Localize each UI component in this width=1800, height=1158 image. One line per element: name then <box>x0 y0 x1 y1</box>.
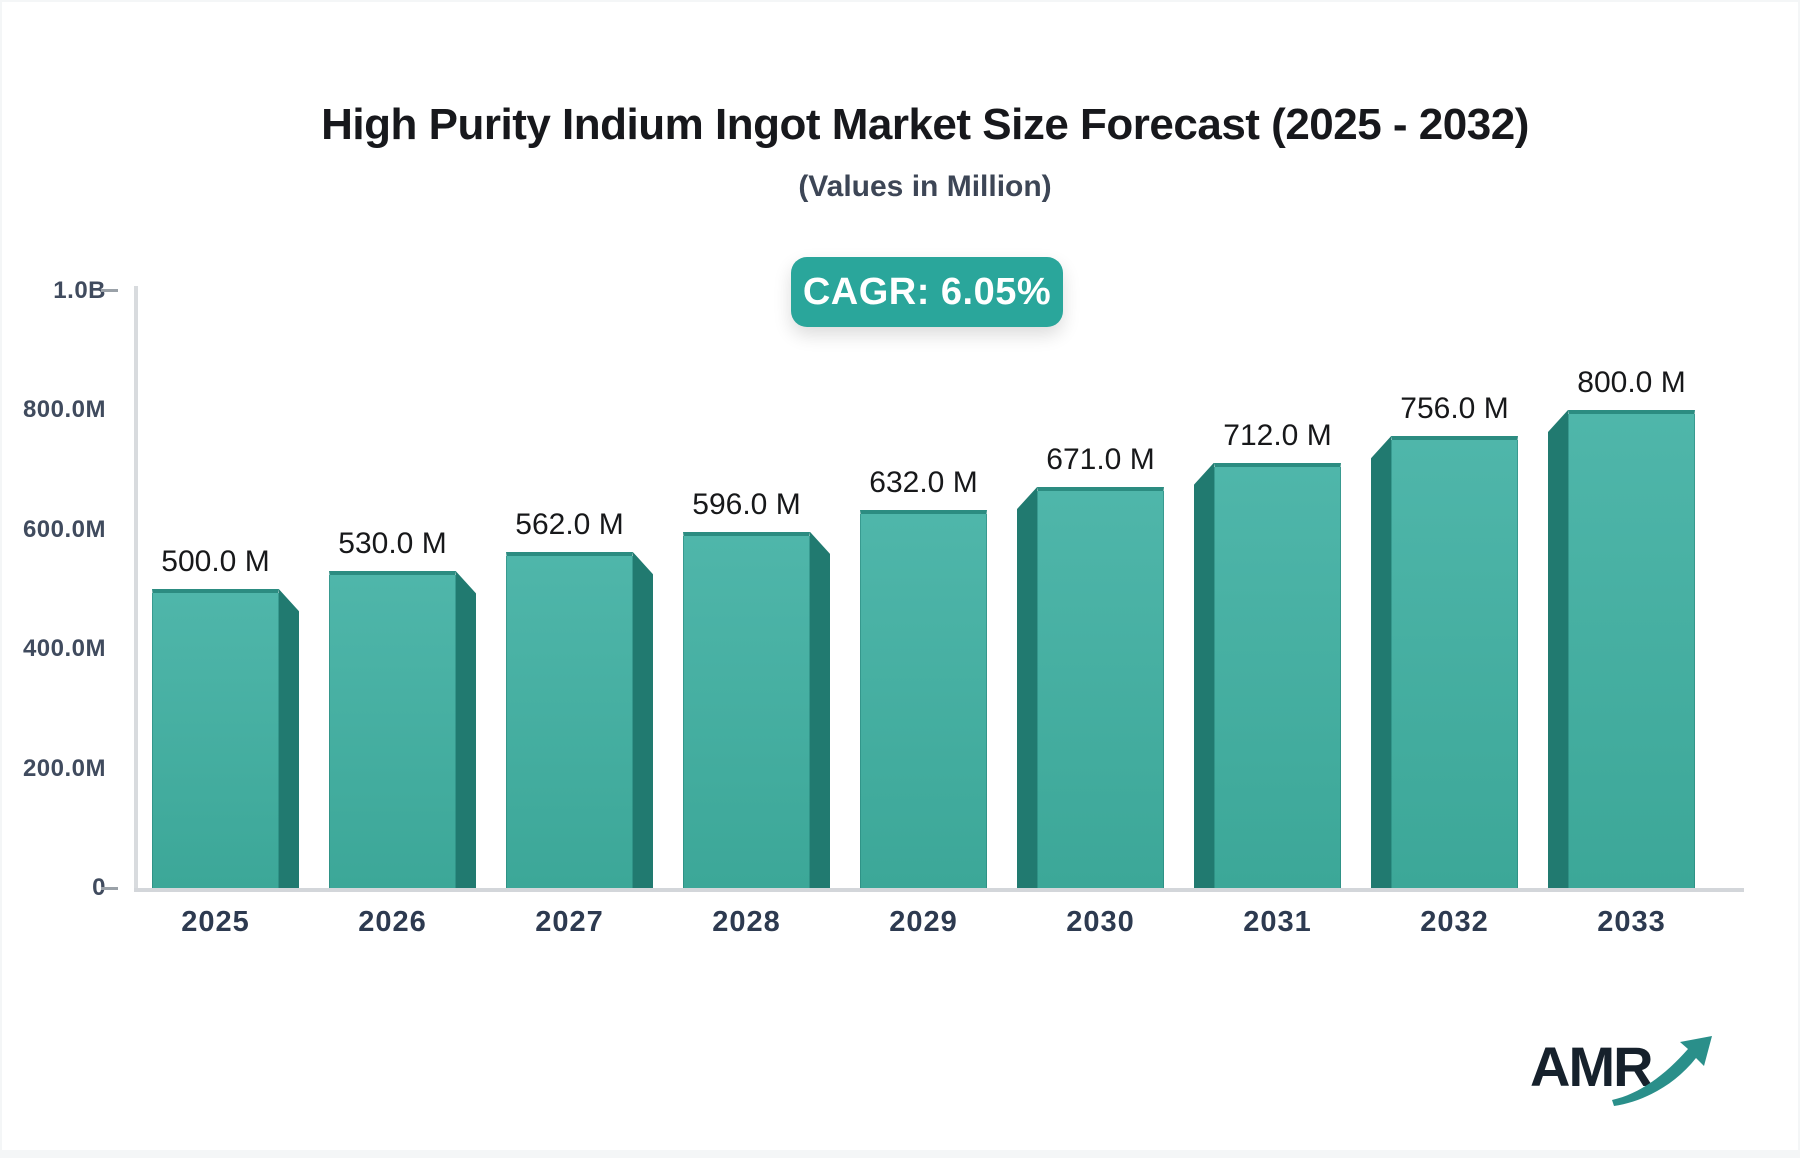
bar-side-face <box>279 589 299 888</box>
x-axis-line <box>134 888 1744 892</box>
y-axis-tick-label: 200.0M <box>22 754 106 782</box>
x-axis-label: 2027 <box>535 906 604 938</box>
bar-side-face <box>456 571 476 888</box>
y-axis-tick-mark <box>101 289 118 292</box>
bar-value-label: 530.0 M <box>338 527 447 561</box>
x-axis-label: 2029 <box>889 906 958 938</box>
bar-side-face <box>633 552 653 888</box>
y-axis-tick-mark <box>101 886 118 890</box>
bar-2031 <box>1214 462 1341 888</box>
amr-logo-text: AMR <box>1530 1035 1654 1098</box>
bar-value-label: 632.0 M <box>869 466 978 500</box>
cagr-badge: CAGR: 6.05% <box>791 257 1063 327</box>
x-axis-label: 2031 <box>1243 906 1312 938</box>
y-axis-tick-label: 600.0M <box>22 515 106 543</box>
bar-side-face <box>810 531 830 888</box>
amr-logo: AMR <box>1530 1028 1730 1118</box>
x-axis-label: 2025 <box>181 906 250 938</box>
bar-side-face <box>1017 487 1037 888</box>
bar-2030 <box>1037 487 1164 888</box>
y-axis-tick-label: 800.0M <box>22 396 106 423</box>
x-axis-label: 2032 <box>1420 906 1489 938</box>
chart-title: High Purity Indium Ingot Market Size For… <box>321 100 1529 149</box>
x-axis-label: 2026 <box>358 906 427 938</box>
bar-2032 <box>1391 436 1518 888</box>
cagr-badge-label: CAGR: 6.05% <box>802 270 1052 313</box>
bar-value-label: 671.0 M <box>1046 443 1155 477</box>
y-axis-tick-label: 1.0B <box>53 276 106 304</box>
x-axis-label: 2028 <box>712 906 781 938</box>
bar-2033 <box>1568 410 1695 888</box>
x-axis-label: 2030 <box>1066 906 1135 938</box>
bar-2028 <box>683 531 810 888</box>
bar-side-face <box>1194 462 1214 888</box>
y-axis-line <box>134 286 138 892</box>
bar-2027 <box>506 552 633 888</box>
y-axis-tick-label: 0 <box>92 874 106 901</box>
growth-arrow-icon <box>1612 1036 1712 1106</box>
bar-side-face <box>1548 410 1568 888</box>
x-axis-label: 2033 <box>1597 906 1666 938</box>
bar-side-face <box>1371 436 1391 888</box>
bar-value-label: 596.0 M <box>692 487 801 521</box>
y-axis-tick-label: 400.0M <box>22 635 106 662</box>
bar-value-label: 562.0 M <box>515 508 624 542</box>
chart-subtitle: (Values in Million) <box>798 170 1052 203</box>
bar-value-label: 712.0 M <box>1223 418 1332 452</box>
bar-value-label: 800.0 M <box>1577 366 1686 399</box>
bar-2025 <box>152 589 279 888</box>
bar-value-label: 500.0 M <box>161 545 270 579</box>
bar-2026 <box>329 571 456 888</box>
bar-value-label: 756.0 M <box>1400 392 1509 426</box>
bar-2029 <box>860 510 987 888</box>
